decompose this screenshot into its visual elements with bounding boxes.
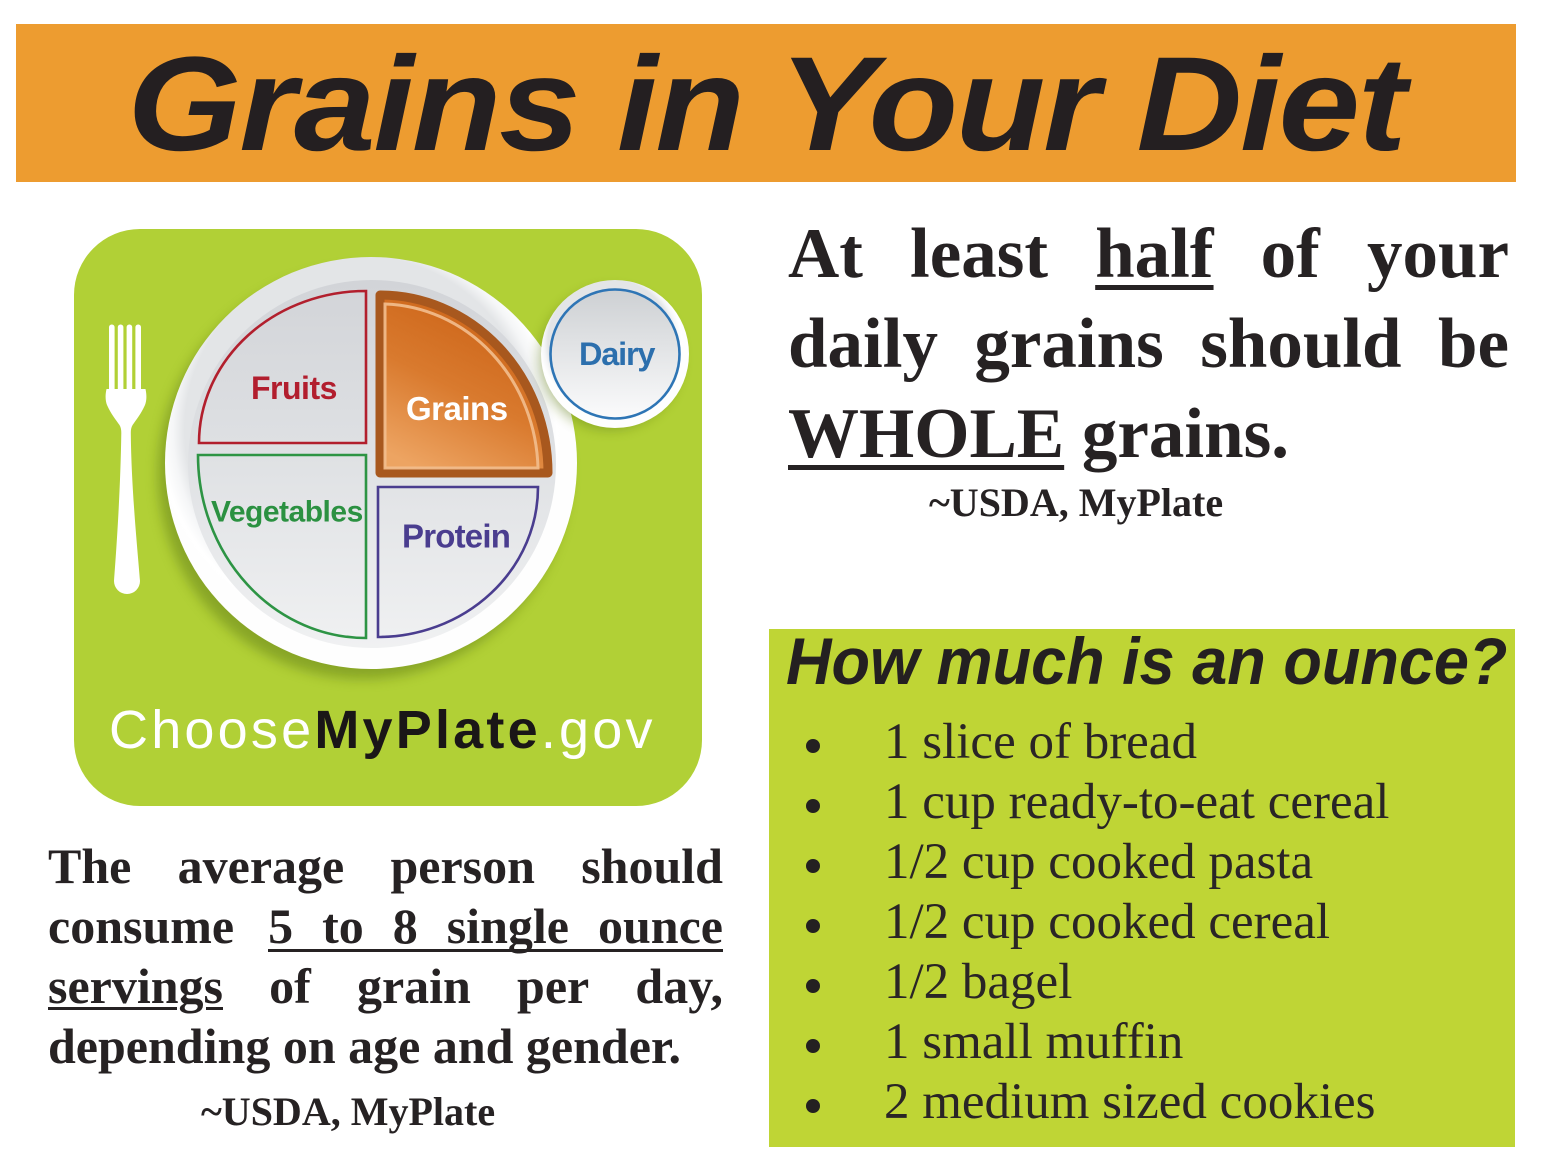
- svg-text:Dairy: Dairy: [579, 336, 655, 372]
- svg-text:Grains: Grains: [406, 390, 508, 427]
- svg-text:Fruits: Fruits: [251, 370, 337, 406]
- svg-text:Protein: Protein: [402, 518, 510, 555]
- svg-text:Vegetables: Vegetables: [211, 496, 363, 529]
- svg-text:ChooseMyPlate.gov: ChooseMyPlate.gov: [109, 700, 656, 760]
